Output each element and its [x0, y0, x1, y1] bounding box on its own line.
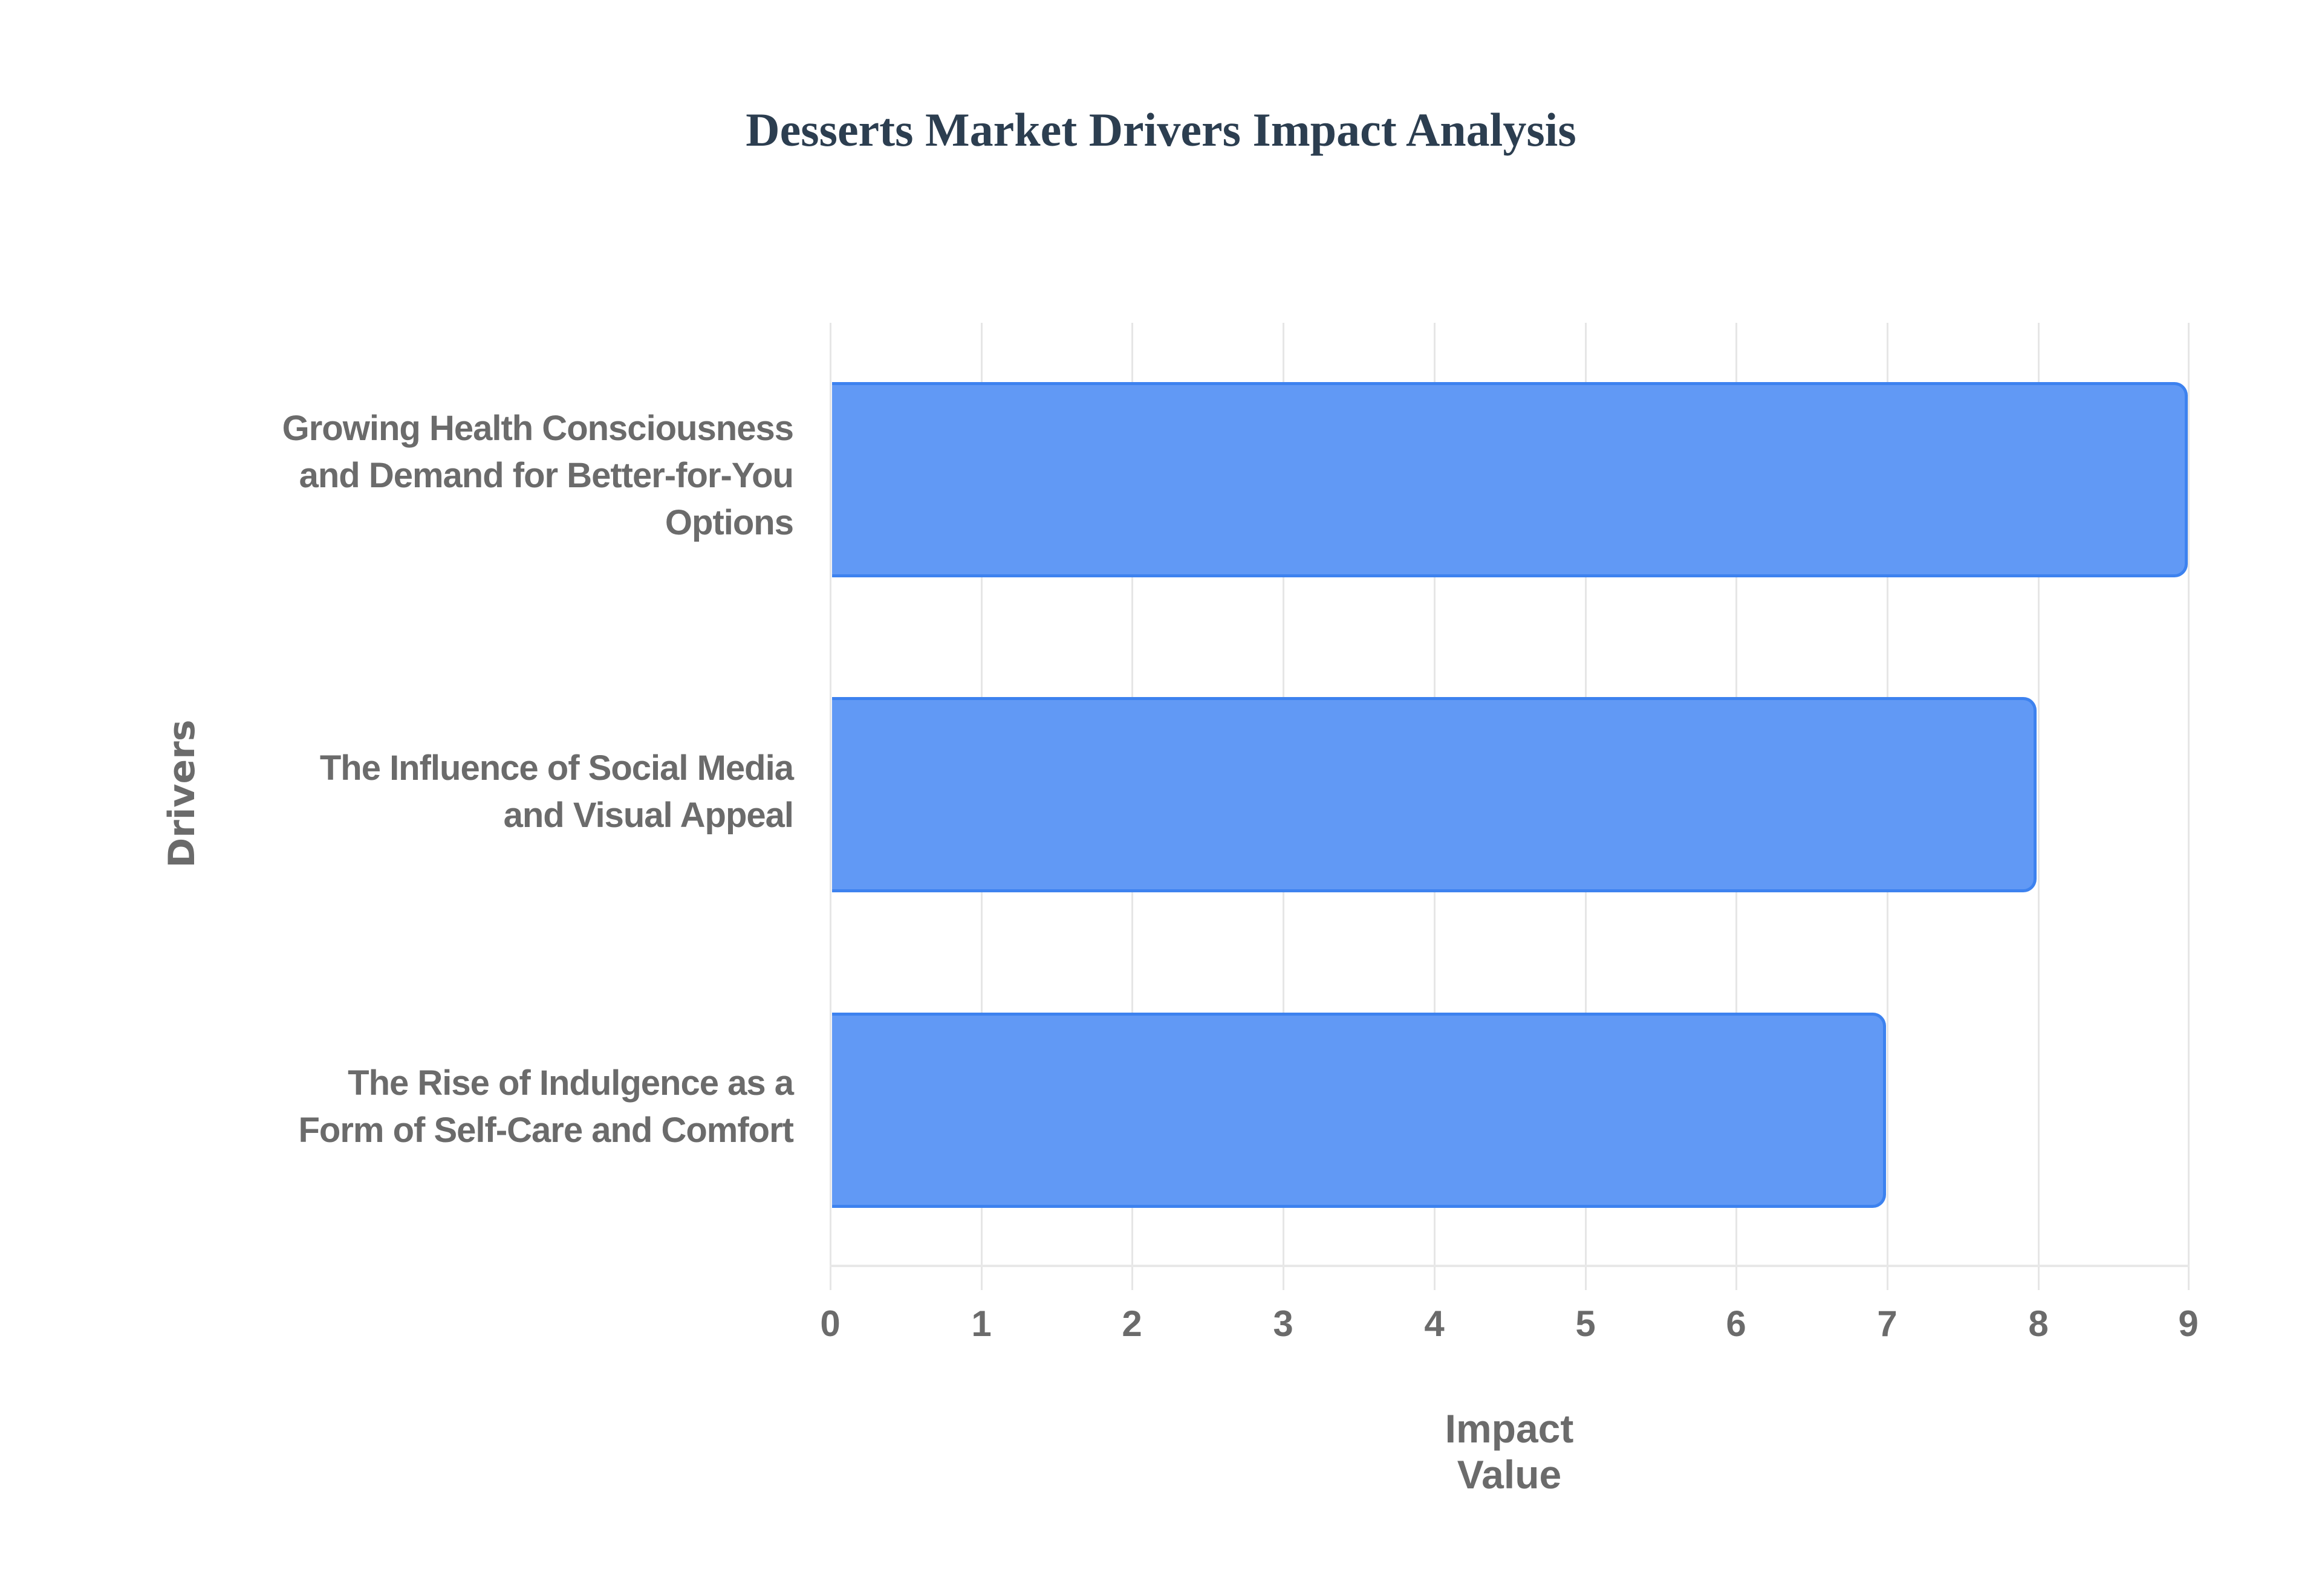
- x-tick-0: 0: [820, 1303, 841, 1344]
- x-tick-4: 4: [1424, 1303, 1445, 1344]
- bar-health-consciousness[interactable]: [832, 382, 2188, 577]
- category-label-line: Options: [665, 503, 794, 542]
- gridline-0: [830, 323, 831, 1290]
- category-label-health-consciousness: Growing Health Consciousness and Demand …: [249, 405, 794, 547]
- plot-area: [830, 323, 2190, 1290]
- category-label-line: Growing Health Consciousness: [282, 409, 794, 448]
- category-label-line: Form of Self-Care and Comfort: [298, 1111, 795, 1150]
- x-tick-5: 5: [1575, 1303, 1596, 1344]
- x-tick-6: 6: [1726, 1303, 1746, 1344]
- x-tick-3: 3: [1273, 1303, 1293, 1344]
- y-axis-title: Drivers: [161, 719, 203, 868]
- chart-title: Desserts Market Drivers Impact Analysis: [746, 103, 1576, 156]
- x-tick-1: 1: [971, 1303, 992, 1344]
- x-axis-title: Impact Value: [1445, 1406, 1574, 1497]
- gridline-9: [2188, 323, 2190, 1290]
- gridline-8: [2038, 323, 2040, 1290]
- category-label-line: The Influence of Social Media: [319, 748, 794, 788]
- x-axis-line: [830, 1265, 2189, 1267]
- category-label-social-media: The Influence of Social Media and Visual…: [249, 745, 794, 839]
- category-label-indulgence: The Rise of Indulgence as a Form of Self…: [249, 1060, 795, 1154]
- category-label-line: The Rise of Indulgence as a: [348, 1063, 794, 1103]
- bar-social-media[interactable]: [832, 697, 2037, 892]
- category-label-line: and Visual Appeal: [503, 796, 794, 835]
- x-tick-8: 8: [2028, 1303, 2049, 1344]
- x-tick-2: 2: [1122, 1303, 1142, 1344]
- x-tick-7: 7: [1877, 1303, 1898, 1344]
- bar-indulgence[interactable]: [832, 1013, 1886, 1208]
- category-label-line: and Demand for Better-for-You: [299, 456, 794, 495]
- x-tick-9: 9: [2178, 1303, 2199, 1344]
